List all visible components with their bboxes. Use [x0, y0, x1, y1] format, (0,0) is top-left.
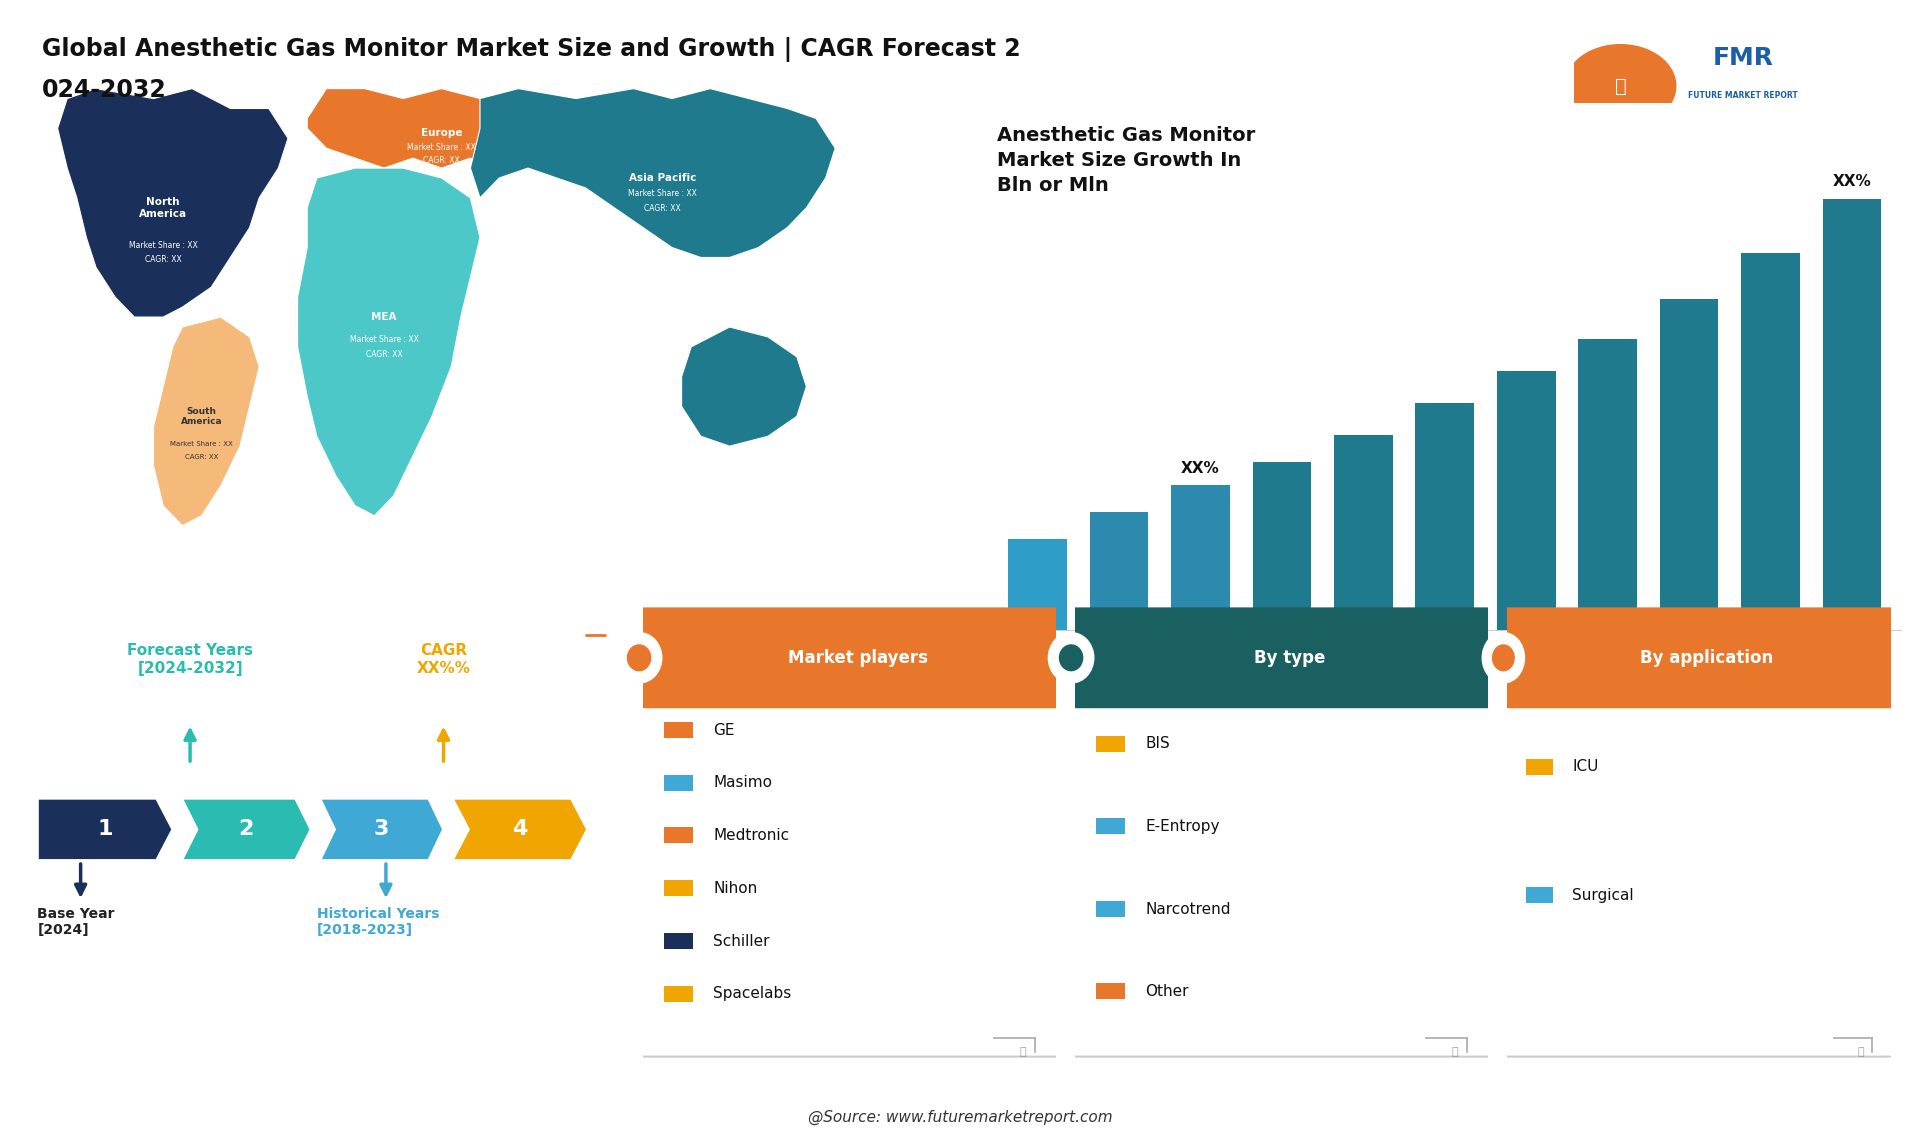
Text: Surgical: Surgical — [1572, 888, 1634, 903]
Text: Europe: Europe — [420, 128, 463, 139]
Polygon shape — [58, 88, 288, 317]
Bar — [1334, 434, 1392, 630]
Polygon shape — [682, 327, 806, 446]
Text: GE: GE — [714, 723, 735, 738]
Text: XX%: XX% — [1181, 461, 1219, 476]
Polygon shape — [298, 168, 480, 516]
Circle shape — [1482, 633, 1524, 683]
Polygon shape — [154, 317, 259, 526]
Text: @Source: www.futuremarketreport.com: @Source: www.futuremarketreport.com — [808, 1110, 1112, 1125]
Bar — [1659, 299, 1718, 630]
Text: CAGR: XX: CAGR: XX — [144, 256, 182, 265]
Text: E-Entropy: E-Entropy — [1146, 819, 1219, 834]
Bar — [1091, 512, 1148, 630]
FancyBboxPatch shape — [1064, 607, 1500, 708]
Text: 2: 2 — [238, 819, 253, 839]
Bar — [1096, 818, 1125, 834]
Text: Narcotrend: Narcotrend — [1146, 902, 1231, 917]
Polygon shape — [319, 799, 444, 861]
Text: 4: 4 — [513, 819, 528, 839]
Text: 👁: 👁 — [1615, 77, 1626, 95]
Circle shape — [1565, 45, 1676, 127]
Text: Global Anesthetic Gas Monitor Market Size and Growth | CAGR Forecast 2: Global Anesthetic Gas Monitor Market Siz… — [42, 37, 1021, 62]
Text: MEA: MEA — [371, 312, 397, 322]
Bar — [1096, 901, 1125, 917]
Bar — [664, 986, 693, 1002]
Bar — [1526, 759, 1553, 775]
Polygon shape — [470, 88, 835, 258]
Bar — [664, 880, 693, 896]
Text: BIS: BIS — [1146, 737, 1169, 752]
Text: XX%: XX% — [1832, 174, 1872, 189]
Bar — [1008, 540, 1068, 630]
Text: ICU: ICU — [1572, 760, 1599, 775]
FancyBboxPatch shape — [1496, 607, 1903, 708]
Text: Medtronic: Medtronic — [714, 829, 789, 843]
Text: CAGR: XX: CAGR: XX — [422, 156, 461, 165]
Text: CAGR
XX%%: CAGR XX%% — [417, 643, 470, 676]
Bar — [1252, 462, 1311, 630]
Text: Market players: Market players — [787, 649, 927, 667]
Bar — [1498, 371, 1555, 630]
FancyBboxPatch shape — [1071, 699, 1492, 1057]
Text: South
America: South America — [180, 407, 223, 426]
Text: North
America: North America — [138, 197, 188, 219]
Text: 1: 1 — [98, 819, 113, 839]
Bar — [664, 775, 693, 791]
Text: Market Share : XX: Market Share : XX — [628, 189, 697, 198]
Bar — [664, 722, 693, 738]
Text: Anesthetic Gas Monitor
Market Size Growth In
Bln or Mln: Anesthetic Gas Monitor Market Size Growt… — [996, 126, 1256, 195]
Text: ⎯: ⎯ — [1857, 1046, 1864, 1057]
Text: Schiller: Schiller — [714, 934, 770, 949]
Text: Market Share : XX: Market Share : XX — [129, 241, 198, 250]
Bar — [1822, 198, 1882, 630]
Text: CAGR: XX: CAGR: XX — [184, 454, 219, 460]
Circle shape — [616, 633, 662, 683]
Text: ⎯: ⎯ — [1452, 1046, 1459, 1057]
Text: By type: By type — [1254, 649, 1325, 667]
Text: 3: 3 — [374, 819, 390, 839]
Polygon shape — [307, 88, 566, 168]
Text: By application: By application — [1640, 649, 1774, 667]
Circle shape — [1048, 633, 1094, 683]
Text: ⎯: ⎯ — [1020, 1046, 1027, 1057]
Bar — [664, 933, 693, 949]
Circle shape — [628, 645, 651, 670]
Bar — [1096, 983, 1125, 999]
Text: Masimo: Masimo — [714, 776, 772, 791]
Text: Spacelabs: Spacelabs — [714, 987, 791, 1002]
Circle shape — [1492, 645, 1515, 670]
Bar — [1096, 736, 1125, 752]
Polygon shape — [453, 799, 588, 861]
Text: Base Year
[2024]: Base Year [2024] — [38, 908, 115, 937]
Text: CAGR: XX: CAGR: XX — [365, 350, 403, 359]
Text: Historical Years
[2018-2023]: Historical Years [2018-2023] — [317, 908, 440, 937]
Text: Asia Pacific: Asia Pacific — [628, 173, 697, 183]
Text: CAGR: XX: CAGR: XX — [643, 204, 682, 213]
Text: Nihon: Nihon — [714, 881, 758, 896]
Text: Other: Other — [1146, 984, 1188, 999]
Text: Market Share : XX: Market Share : XX — [171, 441, 232, 447]
Text: Forecast Years
[2024-2032]: Forecast Years [2024-2032] — [127, 643, 253, 676]
Circle shape — [1060, 645, 1083, 670]
Text: 024-2032: 024-2032 — [42, 78, 167, 102]
Bar — [1741, 253, 1799, 630]
FancyBboxPatch shape — [1503, 699, 1895, 1057]
Text: Market Share : XX: Market Share : XX — [407, 143, 476, 152]
Polygon shape — [38, 799, 173, 861]
Polygon shape — [180, 799, 311, 861]
Text: FMR: FMR — [1713, 47, 1774, 70]
Bar — [1415, 403, 1475, 630]
Bar — [1578, 339, 1638, 630]
Bar — [664, 827, 693, 843]
Text: FUTURE MARKET REPORT: FUTURE MARKET REPORT — [1688, 91, 1799, 100]
Text: Market Share : XX: Market Share : XX — [349, 335, 419, 344]
FancyBboxPatch shape — [639, 699, 1060, 1057]
Bar — [1526, 887, 1553, 903]
FancyBboxPatch shape — [632, 607, 1068, 708]
Bar — [1171, 485, 1231, 630]
